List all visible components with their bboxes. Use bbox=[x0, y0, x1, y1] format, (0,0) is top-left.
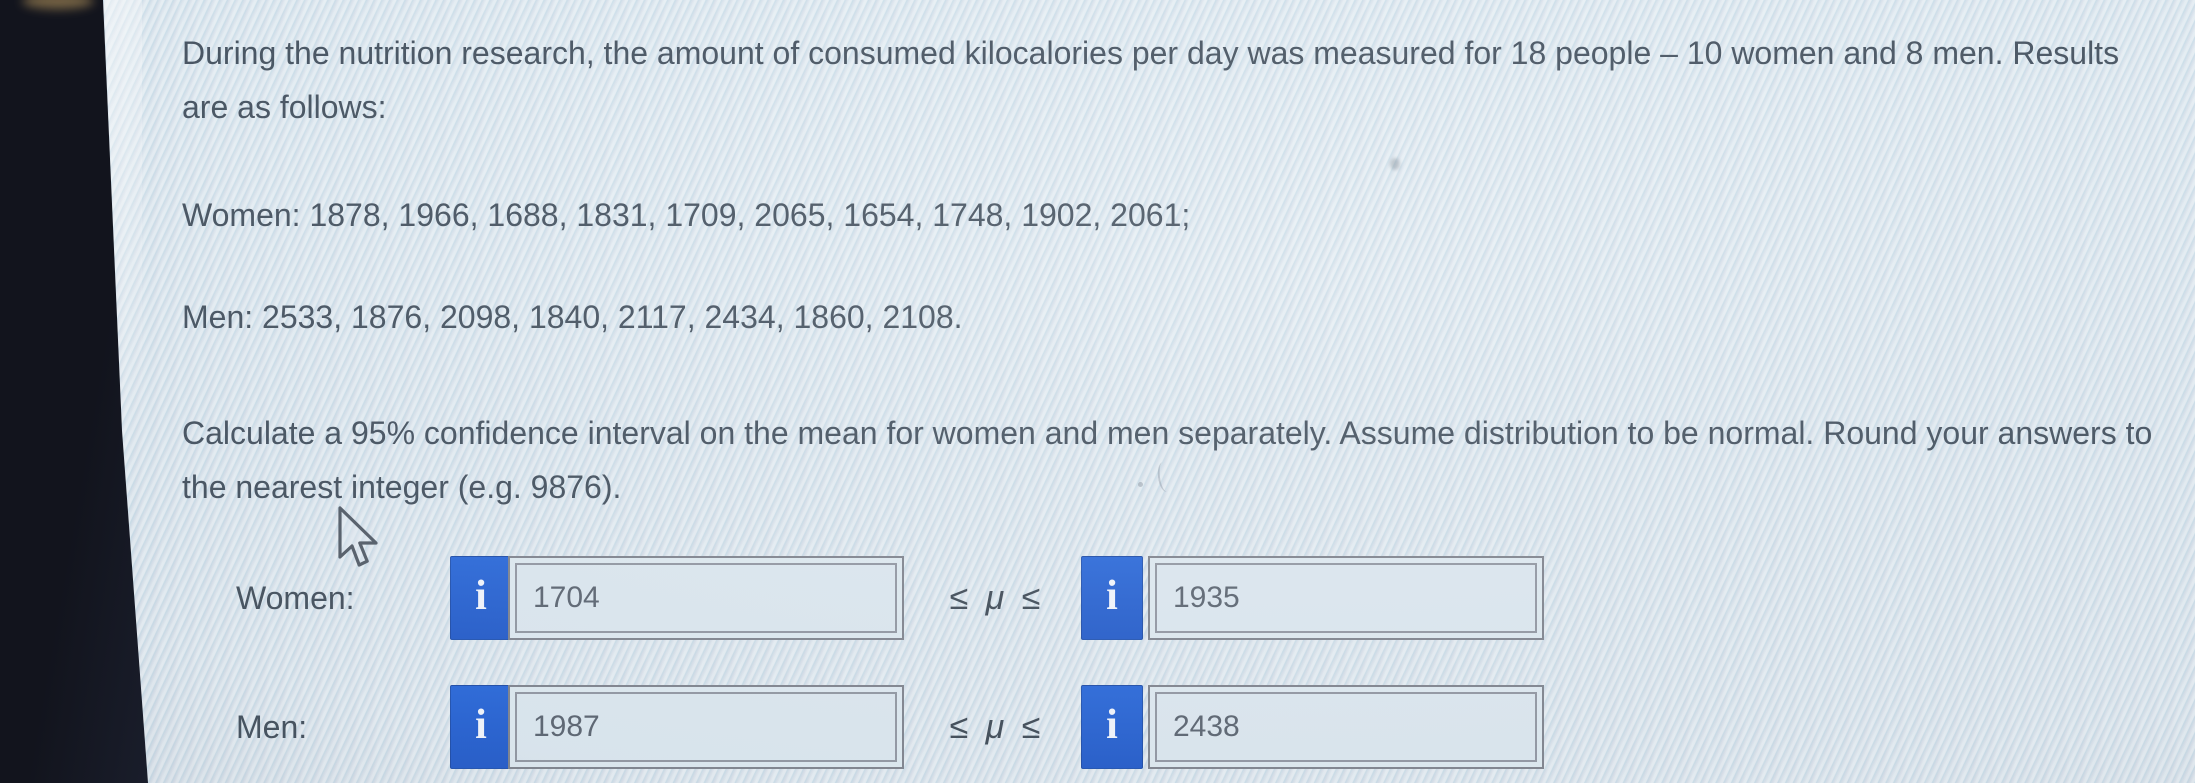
photo-artifact-dot bbox=[1138, 482, 1143, 487]
info-icon: i bbox=[475, 573, 487, 619]
info-button-women-upper[interactable]: i bbox=[1081, 556, 1143, 640]
men-lower-bound-input[interactable] bbox=[515, 692, 897, 762]
problem-instructions: Calculate a 95% confidence interval on t… bbox=[182, 415, 2153, 505]
lens-smudge bbox=[22, 0, 94, 9]
info-icon: i bbox=[1106, 573, 1118, 619]
men-upper-bound-input[interactable] bbox=[1155, 692, 1537, 762]
info-icon: i bbox=[1106, 702, 1118, 748]
bezel-shadow bbox=[0, 0, 148, 783]
answer-row-women: Women: i ≤ μ ≤ i bbox=[182, 556, 2174, 640]
info-button-men-lower[interactable]: i bbox=[450, 685, 512, 769]
info-button-women-lower[interactable]: i bbox=[450, 556, 512, 640]
row-label-men: Men: bbox=[236, 709, 308, 745]
answers-section: Women: i ≤ μ ≤ i Men: i ≤ μ ≤ bbox=[182, 556, 2174, 769]
answer-row-men: Men: i ≤ μ ≤ i bbox=[182, 685, 2174, 769]
women-lower-bound-field bbox=[508, 556, 904, 640]
women-upper-bound-input[interactable] bbox=[1155, 563, 1537, 633]
women-lower-bound-input[interactable] bbox=[515, 563, 897, 633]
relation-symbols: ≤ μ ≤ bbox=[949, 579, 1045, 617]
women-data-line: Women: 1878, 1966, 1688, 1831, 1709, 206… bbox=[182, 197, 1191, 233]
men-lower-bound-field bbox=[508, 685, 904, 769]
problem-panel: During the nutrition research, the amoun… bbox=[182, 0, 2174, 769]
row-label-women: Women: bbox=[236, 580, 355, 616]
relation-symbols: ≤ μ ≤ bbox=[949, 708, 1045, 746]
men-upper-bound-field bbox=[1148, 685, 1544, 769]
info-icon: i bbox=[475, 702, 487, 748]
men-data-line: Men: 2533, 1876, 2098, 1840, 2117, 2434,… bbox=[182, 299, 963, 335]
women-upper-bound-field bbox=[1148, 556, 1544, 640]
dust-speck bbox=[1390, 158, 1400, 170]
info-button-men-upper[interactable]: i bbox=[1081, 685, 1143, 769]
problem-intro: During the nutrition research, the amoun… bbox=[182, 35, 2120, 125]
